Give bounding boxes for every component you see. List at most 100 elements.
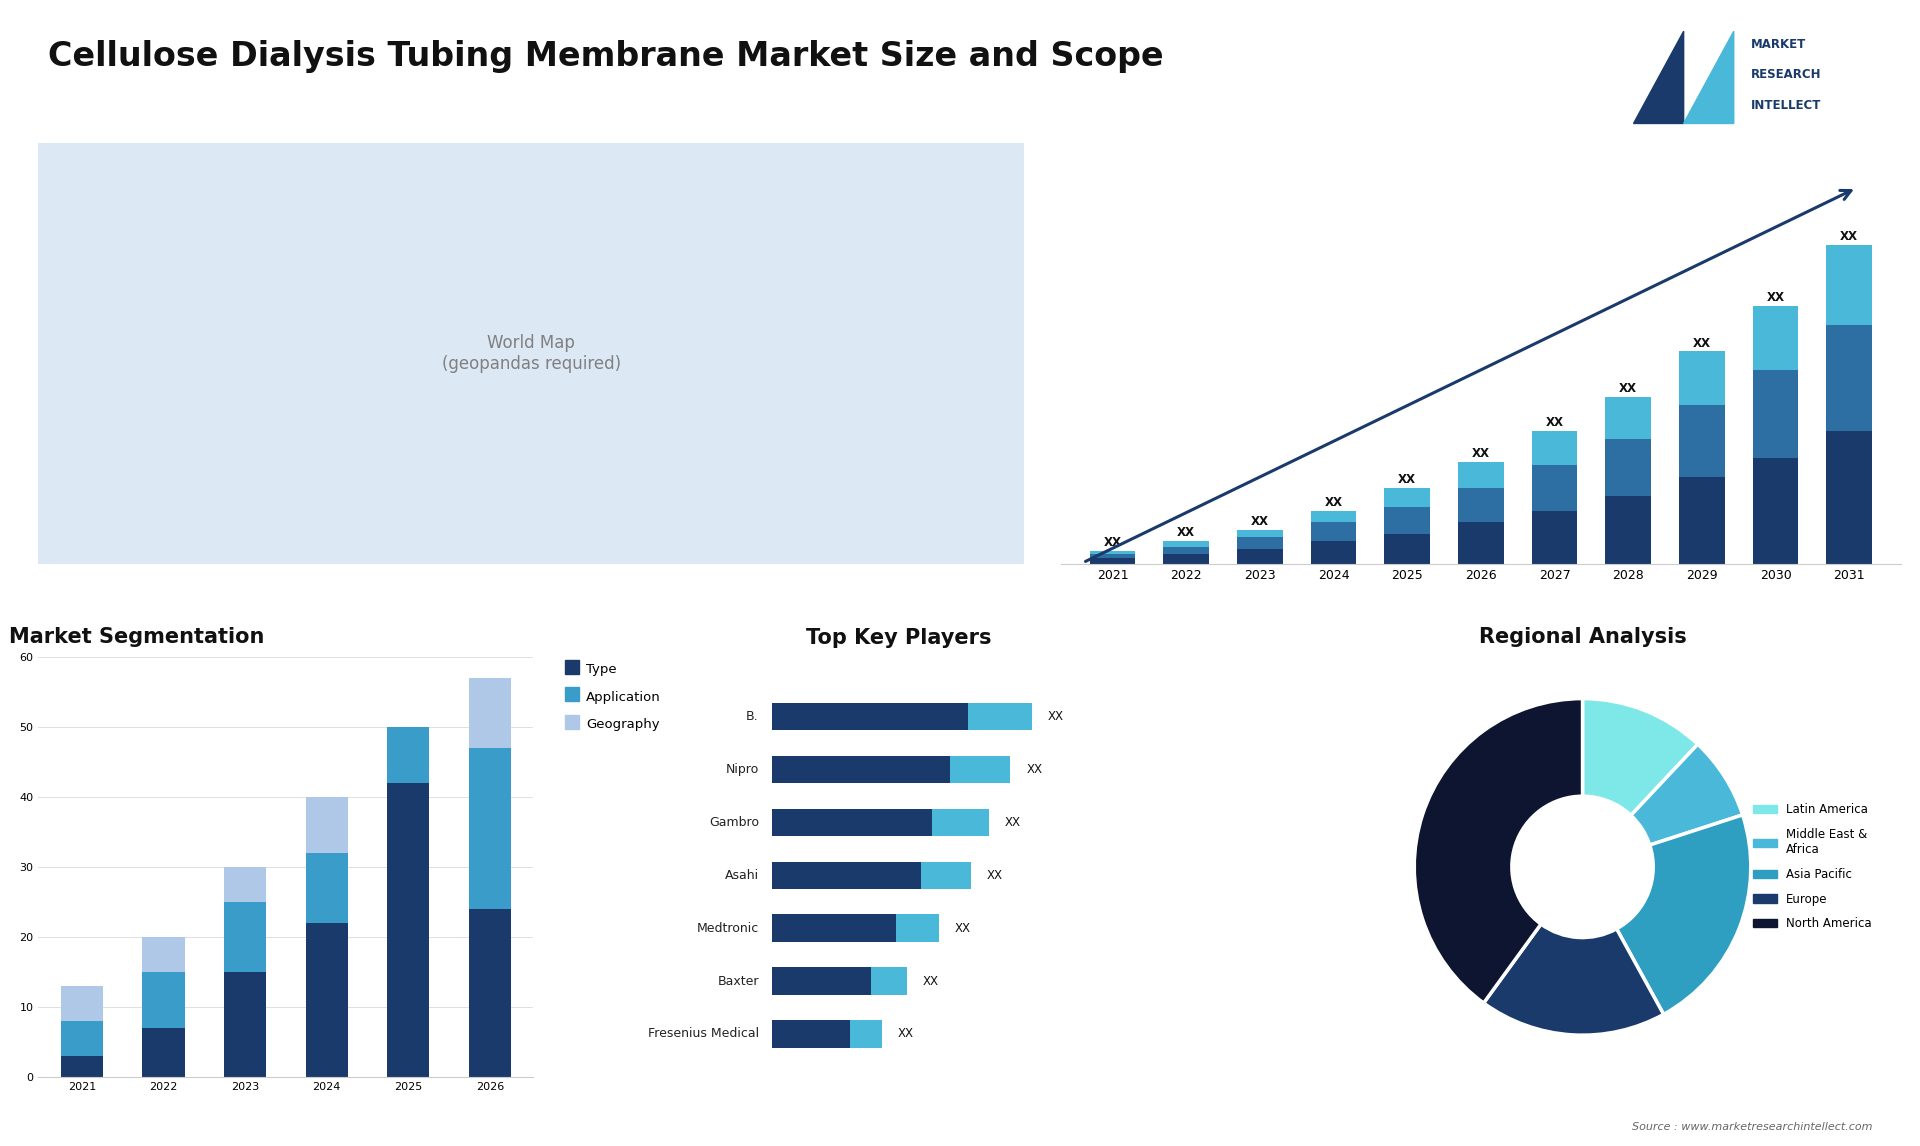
Bar [1605,439,1651,496]
Text: Medtronic: Medtronic [697,921,758,935]
Bar [388,783,430,1077]
Text: XX: XX [954,921,972,935]
Wedge shape [1582,699,1697,815]
Bar [1384,507,1430,534]
Bar [468,677,511,747]
Bar [225,972,267,1077]
Bar [1236,549,1283,564]
Polygon shape [1684,31,1734,124]
Bar [1532,431,1578,465]
Bar [772,915,897,942]
Bar [772,862,922,889]
Text: XX: XX [1766,291,1784,304]
Bar [772,809,931,837]
Text: XX: XX [1839,230,1859,243]
Text: Top Key Players: Top Key Players [806,628,991,649]
Text: XX: XX [987,869,1002,881]
Text: Gambro: Gambro [708,816,758,829]
Bar [61,1021,104,1057]
Bar [1311,541,1356,564]
Bar [1678,477,1724,564]
Bar [468,747,511,909]
Bar [1091,551,1135,554]
Bar [1164,547,1210,555]
Bar [950,755,1010,783]
Bar [772,1020,851,1047]
Bar [1311,523,1356,541]
Bar [1678,352,1724,405]
Text: Fresenius Medical: Fresenius Medical [647,1028,758,1041]
Bar [1753,457,1799,564]
Text: XX: XX [1250,515,1269,528]
Bar [468,909,511,1077]
Bar [61,1057,104,1077]
Bar [388,727,430,783]
Text: Source : www.marketresearchintellect.com: Source : www.marketresearchintellect.com [1632,1122,1872,1132]
Text: B.: B. [747,711,758,723]
Bar [1753,370,1799,457]
Bar [1826,245,1872,325]
Bar [897,915,939,942]
Text: XX: XX [1104,536,1121,549]
Title: Regional Analysis: Regional Analysis [1478,627,1686,646]
Bar [225,902,267,972]
Bar [872,967,906,995]
Bar [142,937,184,972]
Text: World Map
(geopandas required): World Map (geopandas required) [442,335,620,372]
Bar [305,796,348,853]
Bar [142,972,184,1028]
Text: Asahi: Asahi [724,869,758,881]
Bar [1826,431,1872,564]
Bar [968,702,1031,730]
Bar [1384,534,1430,564]
Bar [1164,541,1210,547]
Text: XX: XX [1619,382,1638,395]
Bar [1457,462,1503,488]
Text: Nipro: Nipro [726,763,758,776]
Bar [142,1028,184,1077]
Text: XX: XX [899,1028,914,1041]
Text: Baxter: Baxter [718,974,758,988]
Wedge shape [1415,699,1582,1003]
Bar [61,986,104,1021]
Bar [1678,405,1724,477]
Bar [1457,488,1503,523]
Bar [1532,511,1578,564]
Bar [772,755,950,783]
Bar [1532,465,1578,511]
Text: XX: XX [924,974,939,988]
Bar [931,809,989,837]
Bar [1753,306,1799,370]
Bar [305,923,348,1077]
Text: XX: XX [1546,416,1563,430]
Legend: Type, Application, Geography: Type, Application, Geography [564,664,660,731]
Bar [1311,511,1356,523]
Text: XX: XX [1004,816,1021,829]
Bar [1384,488,1430,507]
Bar [772,702,968,730]
Bar [1236,537,1283,549]
Text: RESEARCH: RESEARCH [1751,69,1820,81]
Bar [851,1020,881,1047]
Wedge shape [1617,815,1751,1014]
Wedge shape [1484,924,1663,1035]
Text: Market Segmentation: Market Segmentation [10,627,265,646]
Bar [1236,529,1283,537]
Bar [1091,558,1135,564]
Bar [1091,554,1135,558]
Text: XX: XX [1027,763,1043,776]
Bar [225,866,267,902]
Text: XX: XX [1177,526,1194,540]
Text: XX: XX [1048,711,1064,723]
Bar [1605,397,1651,439]
Text: MARKET: MARKET [1751,38,1805,50]
Text: XX: XX [1325,496,1342,509]
Legend: Latin America, Middle East &
Africa, Asia Pacific, Europe, North America: Latin America, Middle East & Africa, Asi… [1749,799,1876,935]
Text: XX: XX [1398,473,1417,486]
Bar [305,853,348,923]
Bar [1605,496,1651,564]
Bar [1164,555,1210,564]
Bar [1826,325,1872,431]
Bar [1457,523,1503,564]
Wedge shape [1630,744,1743,845]
